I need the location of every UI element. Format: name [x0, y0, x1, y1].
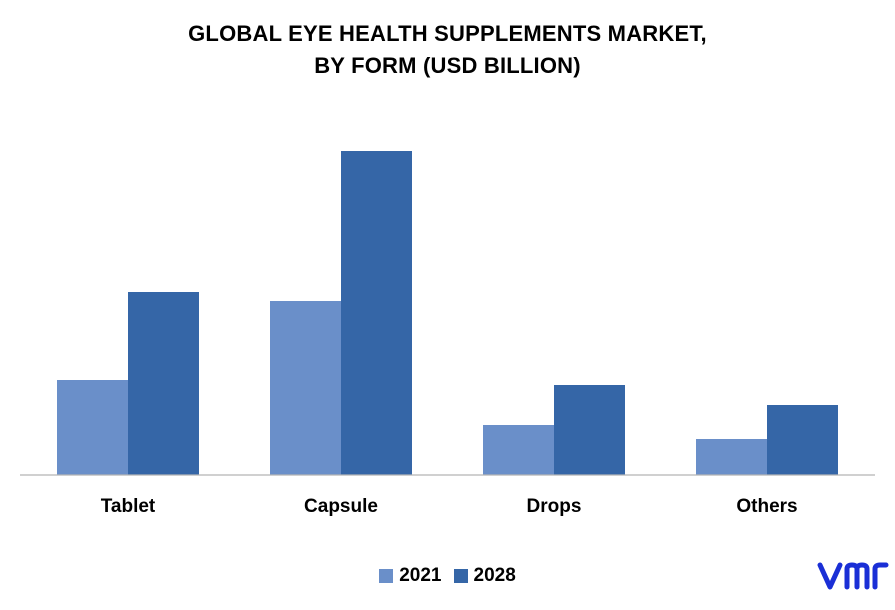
- x-tick-label-others: Others: [736, 496, 797, 517]
- legend-label-2028: 2028: [473, 565, 516, 586]
- vmr-logo-icon: [817, 557, 889, 602]
- x-tick-label-drops: Drops: [527, 496, 582, 517]
- bar-others-2028: [767, 405, 838, 475]
- bar-capsule-2028: [341, 151, 412, 475]
- bars-group: [57, 151, 838, 475]
- bar-tablet-2028: [128, 292, 199, 475]
- bar-drops-2028: [554, 385, 625, 475]
- bar-tablet-2021: [57, 380, 128, 475]
- bar-drops-2021: [483, 425, 554, 475]
- chart-title-line-1: GLOBAL EYE HEALTH SUPPLEMENTS MARKET,: [188, 21, 707, 46]
- chart-title: GLOBAL EYE HEALTH SUPPLEMENTS MARKET, BY…: [0, 18, 895, 82]
- legend-swatch-2028: [453, 569, 468, 583]
- legend-item-2028: 2028: [453, 565, 516, 587]
- x-tick-label-tablet: Tablet: [101, 496, 156, 517]
- legend-item-2021: 2021: [379, 565, 442, 587]
- legend-label-2021: 2021: [399, 565, 442, 586]
- legend-swatch-2021: [379, 569, 394, 583]
- bar-others-2021: [696, 439, 767, 475]
- bar-capsule-2021: [270, 301, 341, 475]
- legend: 2021 2028: [0, 565, 895, 587]
- x-tick-labels: Tablet Capsule Drops Others: [101, 496, 798, 517]
- chart-title-line-2: BY FORM (USD BILLION): [314, 53, 581, 78]
- x-tick-label-capsule: Capsule: [304, 496, 378, 517]
